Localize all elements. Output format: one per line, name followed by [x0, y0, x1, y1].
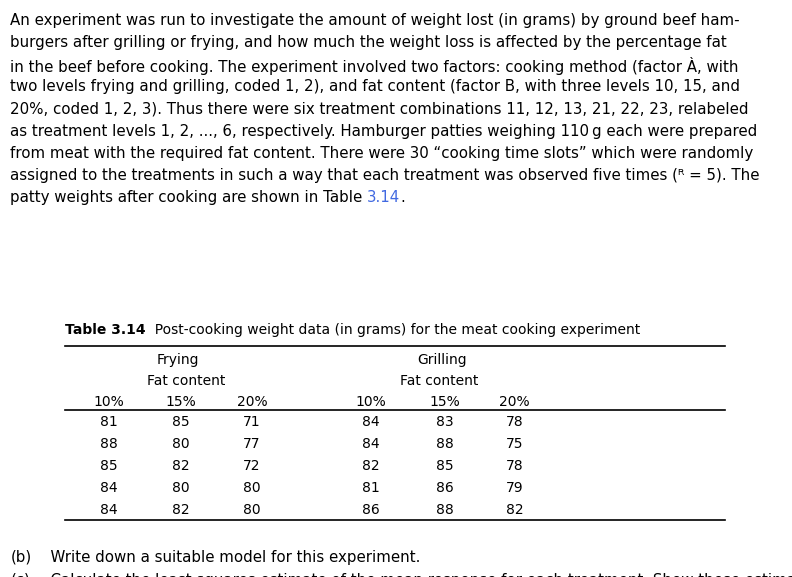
Text: Fat content: Fat content	[147, 374, 225, 388]
Text: patty weights after cooking are shown in Table: patty weights after cooking are shown in…	[10, 190, 367, 205]
Text: 84: 84	[362, 437, 379, 451]
Text: 80: 80	[243, 481, 261, 495]
Text: 85: 85	[172, 415, 189, 429]
Text: two levels frying and grilling, coded 1, 2), and fat content (factor B, with thr: two levels frying and grilling, coded 1,…	[10, 79, 741, 94]
Text: 81: 81	[362, 481, 379, 495]
Text: Fat content: Fat content	[400, 374, 478, 388]
Text: Grilling: Grilling	[417, 353, 466, 367]
Text: .: .	[401, 190, 406, 205]
Text: 81: 81	[101, 415, 118, 429]
Text: 15%: 15%	[166, 395, 196, 409]
Text: 15%: 15%	[430, 395, 460, 409]
Text: Calculate the least squares estimate of the mean response for each treatment. Sh: Calculate the least squares estimate of …	[41, 573, 792, 577]
Text: 84: 84	[101, 481, 118, 495]
Text: 88: 88	[436, 437, 454, 451]
Text: as treatment levels 1, 2, ..., 6, respectively. Hamburger patties weighing 110 g: as treatment levels 1, 2, ..., 6, respec…	[10, 124, 757, 138]
Text: 85: 85	[436, 459, 454, 473]
Text: 78: 78	[506, 459, 524, 473]
Text: 20%: 20%	[500, 395, 530, 409]
Text: 82: 82	[506, 503, 524, 517]
Text: (c): (c)	[10, 573, 30, 577]
Text: 3.14: 3.14	[367, 190, 401, 205]
Text: 84: 84	[362, 415, 379, 429]
Text: 88: 88	[436, 503, 454, 517]
Text: 82: 82	[362, 459, 379, 473]
Text: 77: 77	[243, 437, 261, 451]
Text: 82: 82	[172, 503, 189, 517]
Text: 84: 84	[101, 503, 118, 517]
Text: 10%: 10%	[94, 395, 124, 409]
Text: in the beef before cooking. The experiment involved two factors: cooking method : in the beef before cooking. The experime…	[10, 57, 739, 75]
Text: 79: 79	[506, 481, 524, 495]
Text: 88: 88	[101, 437, 118, 451]
Text: 83: 83	[436, 415, 454, 429]
Text: 20%, coded 1, 2, 3). Thus there were six treatment combinations 11, 12, 13, 21, : 20%, coded 1, 2, 3). Thus there were six…	[10, 102, 748, 117]
Text: 80: 80	[172, 481, 189, 495]
Text: 78: 78	[506, 415, 524, 429]
Text: 86: 86	[362, 503, 379, 517]
Text: (b): (b)	[10, 550, 32, 565]
Text: burgers after grilling or frying, and how much the weight loss is affected by th: burgers after grilling or frying, and ho…	[10, 35, 727, 50]
Text: 71: 71	[243, 415, 261, 429]
Text: 75: 75	[506, 437, 524, 451]
Text: Post-cooking weight data (in grams) for the meat cooking experiment: Post-cooking weight data (in grams) for …	[146, 323, 640, 337]
Text: 86: 86	[436, 481, 454, 495]
Text: assigned to the treatments in such a way that each treatment was observed five t: assigned to the treatments in such a way…	[10, 168, 760, 183]
Text: Frying: Frying	[157, 353, 200, 367]
Text: Write down a suitable model for this experiment.: Write down a suitable model for this exp…	[41, 550, 421, 565]
Text: 72: 72	[243, 459, 261, 473]
Text: 82: 82	[172, 459, 189, 473]
Text: 20%: 20%	[237, 395, 267, 409]
Text: An experiment was run to investigate the amount of weight lost (in grams) by gro: An experiment was run to investigate the…	[10, 13, 740, 28]
Text: 80: 80	[243, 503, 261, 517]
Text: 80: 80	[172, 437, 189, 451]
Text: 85: 85	[101, 459, 118, 473]
Text: 10%: 10%	[356, 395, 386, 409]
Text: Table 3.14: Table 3.14	[65, 323, 146, 337]
Text: from meat with the required fat content. There were 30 “cooking time slots” whic: from meat with the required fat content.…	[10, 146, 753, 161]
